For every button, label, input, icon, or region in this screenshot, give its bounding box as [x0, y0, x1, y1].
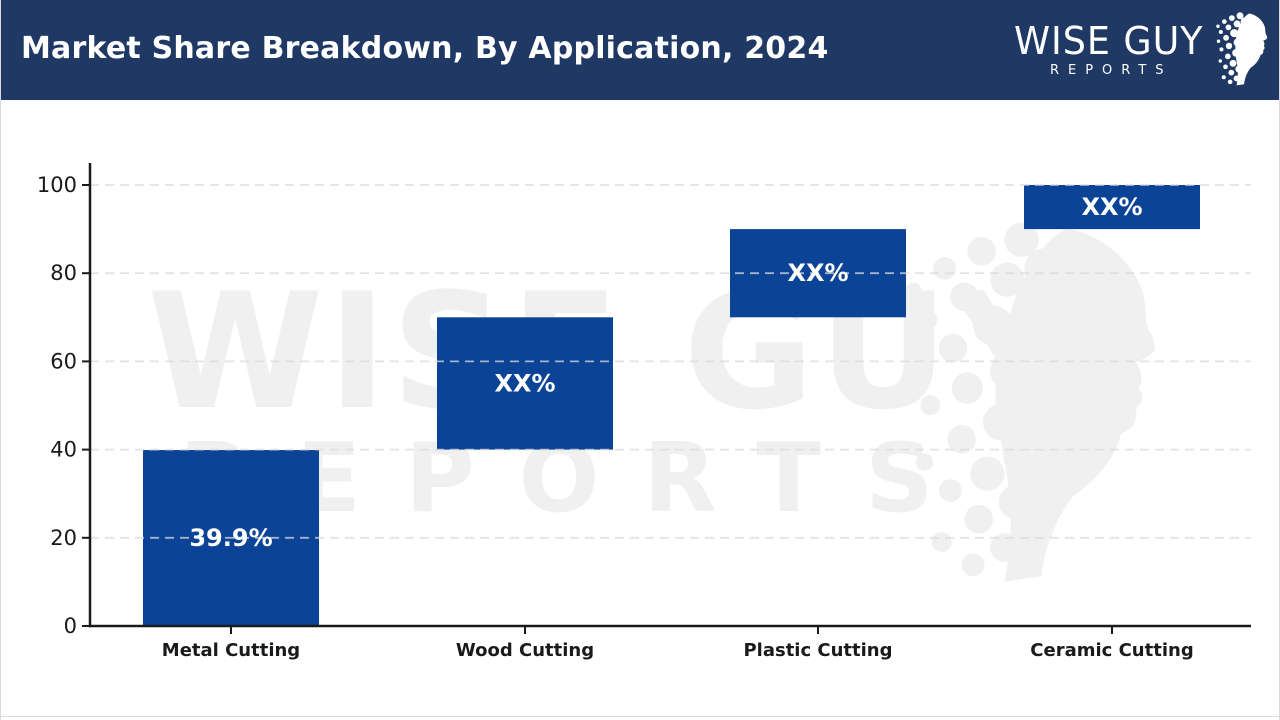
- x-category-label: Metal Cutting: [162, 640, 300, 661]
- x-category-label: Wood Cutting: [456, 640, 594, 661]
- x-category-label: Ceramic Cutting: [1030, 640, 1193, 661]
- y-tick-label: 20: [50, 526, 77, 550]
- bars-layer: [143, 185, 1200, 626]
- y-tick-label: 100: [37, 173, 77, 197]
- y-tick-label: 0: [64, 614, 77, 638]
- y-tick-label: 40: [50, 438, 77, 462]
- bar-value-label: XX%: [1081, 193, 1142, 221]
- page-title: Market Share Breakdown, By Application, …: [21, 31, 829, 67]
- bar-ceramic-cutting: [1024, 185, 1200, 230]
- brand-logo-text: WISE GUY REPORTS: [1010, 19, 1207, 78]
- brand-logo-line2: REPORTS: [1049, 62, 1173, 78]
- brand-logo-line1: WISE GUY: [1013, 19, 1204, 64]
- bar-value-label: XX%: [494, 369, 555, 397]
- bar-wood-cutting: [437, 317, 613, 450]
- brand-head-icon: [1211, 12, 1269, 88]
- labels-layer: 39.9% XX% XX% XX% 0 20 40 60 80 100 Metal Cutting W…: [37, 173, 1194, 661]
- header-bar: Market Share Breakdown, By Application, …: [1, 0, 1279, 100]
- axes-layer: [82, 163, 1251, 634]
- brand-logo: WISE GUY REPORTS: [1010, 6, 1269, 94]
- y-tick-label: 80: [50, 261, 77, 285]
- bar-value-label: XX%: [787, 259, 848, 287]
- bar-value-label: 39.9%: [189, 524, 272, 552]
- y-tick-label: 60: [50, 349, 77, 373]
- x-category-label: Plastic Cutting: [743, 640, 892, 661]
